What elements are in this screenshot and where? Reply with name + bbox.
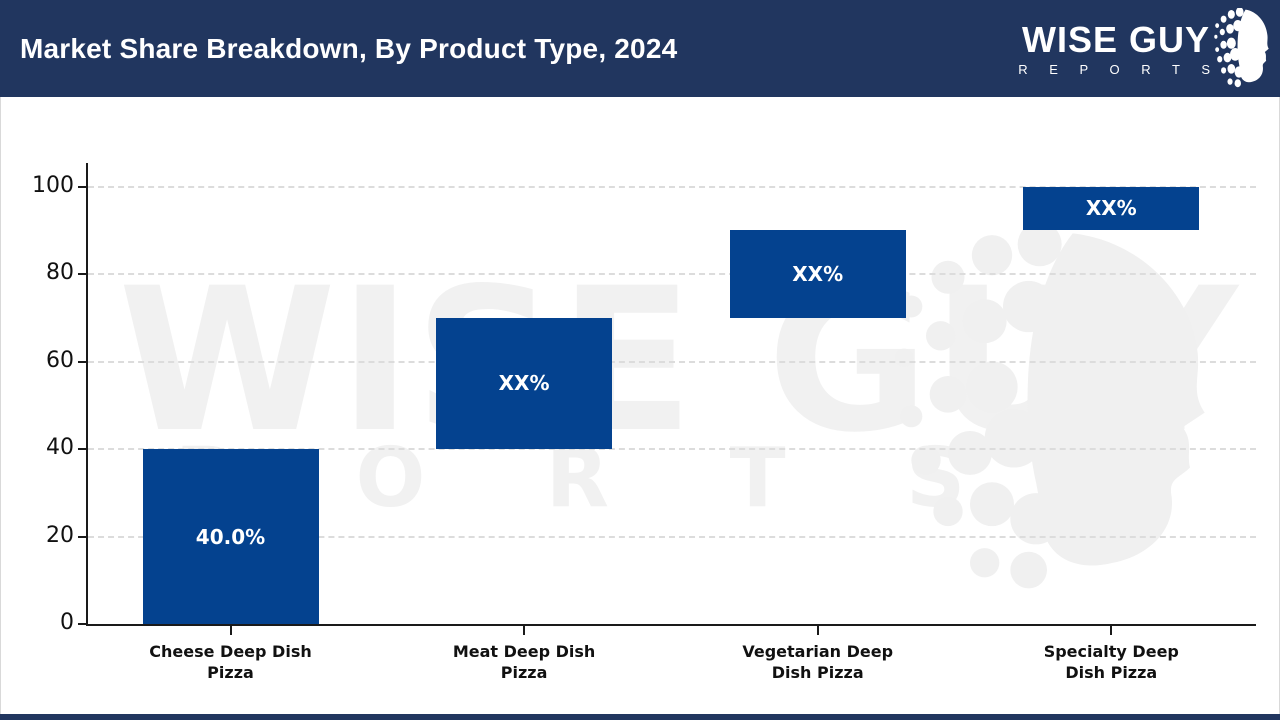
x-tick-mark xyxy=(523,626,526,635)
category-label: Vegetarian Deep Dish Pizza xyxy=(742,642,894,682)
x-tick-mark xyxy=(816,626,819,635)
y-tick-label: 100 xyxy=(32,172,74,198)
wiseguy-logo-text: WISE GUY R E P O R T S xyxy=(1018,18,1210,77)
gridline xyxy=(88,273,1256,275)
gridline xyxy=(88,185,1256,188)
x-axis-line xyxy=(86,624,1256,626)
x-tick-mark xyxy=(229,626,232,635)
category-label: Cheese Deep Dish Pizza xyxy=(149,642,312,682)
bar-value-label: XX% xyxy=(792,262,844,286)
x-tick-mark xyxy=(1110,626,1113,635)
y-tick-mark xyxy=(78,360,88,363)
bar-segment: 40.0% xyxy=(142,449,319,624)
bar-value-label: 40.0% xyxy=(195,524,266,549)
y-tick-mark xyxy=(78,623,88,625)
category-label: Meat Deep Dish Pizza xyxy=(452,642,596,682)
wiseguy-logo: WISE GUY R E P O R T S xyxy=(1018,8,1270,88)
y-tick-mark xyxy=(78,448,88,450)
gridline xyxy=(88,448,1256,450)
y-tick-label: 40 xyxy=(46,435,74,460)
dotted-face-profile-icon xyxy=(1214,8,1269,88)
y-tick-mark xyxy=(78,273,88,275)
page-title: Market Share Breakdown, By Product Type,… xyxy=(20,32,678,64)
category-label: Specialty Deep Dish Pizza xyxy=(1043,642,1179,682)
y-axis-line xyxy=(86,163,88,626)
bar-segment: XX% xyxy=(729,230,906,318)
gridline xyxy=(88,535,1256,538)
y-tick-label: 20 xyxy=(46,522,74,548)
y-tick-mark xyxy=(78,535,88,538)
footer-bar xyxy=(0,714,1280,720)
y-tick-label: 80 xyxy=(46,260,74,285)
y-tick-label: 0 xyxy=(60,610,74,635)
header-bar: Market Share Breakdown, By Product Type,… xyxy=(0,0,1280,97)
watermark-face-icon xyxy=(894,226,1205,589)
y-tick-mark xyxy=(78,185,88,188)
plot-area: 0 20 40 60 80 100 40.0% Cheese Deep Dish Pizza X… xyxy=(0,97,1280,714)
bar-value-label: XX% xyxy=(498,371,550,396)
bar-segment: XX% xyxy=(436,317,613,449)
gridline xyxy=(88,360,1256,363)
y-tick-label: 60 xyxy=(46,347,74,373)
left-border xyxy=(0,97,1,714)
bar-segment: XX% xyxy=(1023,186,1200,231)
bar-value-label: XX% xyxy=(1085,196,1137,221)
logo-name: WISE GUY xyxy=(1021,18,1210,60)
logo-subname: R E P O R T S xyxy=(1018,61,1219,77)
